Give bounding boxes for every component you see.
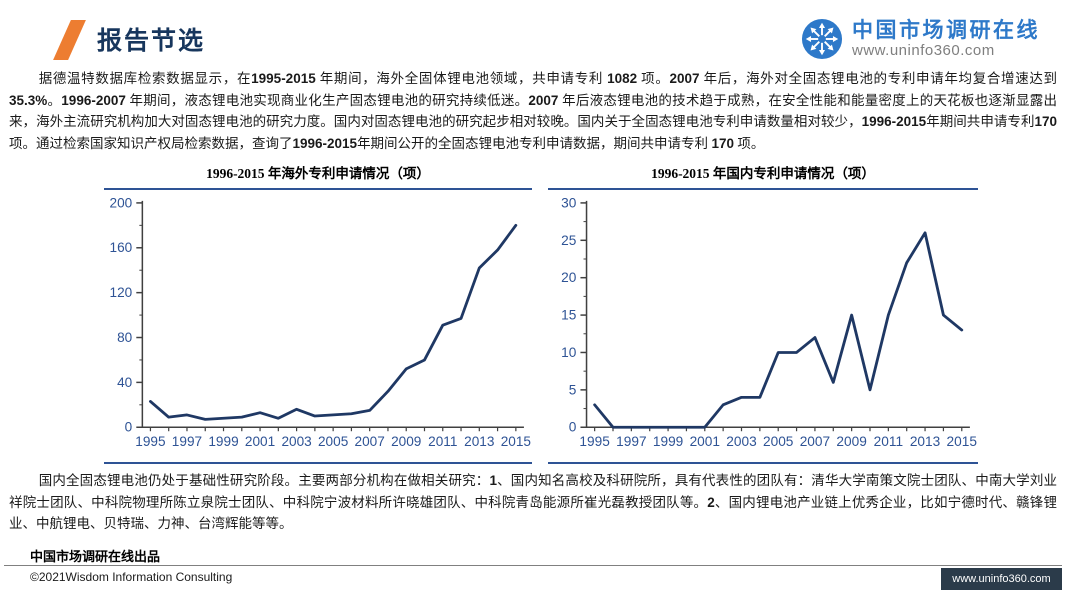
intro-paragraph: 据德温特数据库检索数据显示，在1995-2015 年期间，海外全固体锂电池领域，… <box>9 71 1058 151</box>
svg-text:120: 120 <box>110 285 133 300</box>
svg-text:2009: 2009 <box>391 434 421 449</box>
svg-text:1997: 1997 <box>172 434 202 449</box>
svg-text:160: 160 <box>110 240 133 255</box>
svg-text:2007: 2007 <box>800 434 830 449</box>
chart-overseas-frame: 0 40 80 120 160 200 1995 1997 1999 2001 2003 2005 20… <box>104 188 532 464</box>
svg-text:2005: 2005 <box>318 434 348 449</box>
summary-paragraph: 国内全固态锂电池仍处于基础性研究阶段。主要两部分机构在做相关研究：1、国内知名高… <box>9 473 1058 531</box>
chart-domestic: 1996-2015 年国内专利申请情况（项） 0 5 10 15 20 25 30 1995 1… <box>548 162 978 464</box>
svg-text:2003: 2003 <box>726 434 756 449</box>
svg-text:80: 80 <box>117 330 132 345</box>
footer-divider <box>4 565 1062 566</box>
svg-text:2001: 2001 <box>245 434 275 449</box>
svg-text:25: 25 <box>561 233 576 248</box>
footer-produced-by: 中国市场调研在线出品 <box>30 549 161 564</box>
svg-text:5: 5 <box>569 382 577 397</box>
chart-overseas-canvas: 0 40 80 120 160 200 1995 1997 1999 2001 2003 2005 20… <box>110 195 531 449</box>
svg-text:0: 0 <box>125 420 133 435</box>
page-title: 报告节选 <box>97 27 206 55</box>
svg-text:2011: 2011 <box>428 434 457 449</box>
charts-row: 1996-2015 年海外专利申请情况（项） 0 40 80 120 160 200 199… <box>0 162 1066 464</box>
chart-overseas: 1996-2015 年海外专利申请情况（项） 0 40 80 120 160 200 199… <box>104 162 532 464</box>
header: 报告节选 中国市场调研在线 www.uninfo360.com <box>0 0 1066 62</box>
brand-name: 中国市场调研在线 <box>852 18 1040 42</box>
brand-text: 中国市场调研在线 www.uninfo360.com <box>852 18 1040 59</box>
svg-text:0: 0 <box>569 420 577 435</box>
chart-domestic-canvas: 0 5 10 15 20 25 30 1995 1997 1999 2001 2003 2005 2007… <box>561 196 977 450</box>
chart-domestic-frame: 0 5 10 15 20 25 30 1995 1997 1999 2001 2003 2005 2007… <box>548 188 978 464</box>
svg-text:2011: 2011 <box>874 434 903 449</box>
svg-text:10: 10 <box>561 345 576 360</box>
brand: 中国市场调研在线 www.uninfo360.com <box>801 18 1040 60</box>
svg-text:2013: 2013 <box>910 434 940 449</box>
svg-text:2015: 2015 <box>947 434 977 449</box>
svg-text:1995: 1995 <box>135 434 165 449</box>
footer-site-badge: www.uninfo360.com <box>941 568 1062 590</box>
title-block: 报告节选 <box>53 18 206 60</box>
title-slash-icon <box>53 20 86 60</box>
svg-text:2009: 2009 <box>836 434 866 449</box>
brand-url: www.uninfo360.com <box>852 41 995 59</box>
svg-text:1997: 1997 <box>616 434 646 449</box>
chart-overseas-title: 1996-2015 年海外专利申请情况（项） <box>206 166 430 181</box>
svg-text:30: 30 <box>561 196 576 211</box>
svg-text:1999: 1999 <box>208 434 238 449</box>
svg-text:2001: 2001 <box>690 434 720 449</box>
svg-text:20: 20 <box>561 270 576 285</box>
svg-text:2007: 2007 <box>355 434 385 449</box>
svg-text:2005: 2005 <box>763 434 793 449</box>
svg-text:1995: 1995 <box>579 434 609 449</box>
svg-text:40: 40 <box>117 375 132 390</box>
svg-text:2015: 2015 <box>501 434 531 449</box>
svg-text:1999: 1999 <box>653 434 683 449</box>
chart-domestic-title: 1996-2015 年国内专利申请情况（项） <box>651 166 875 181</box>
svg-text:2003: 2003 <box>281 434 311 449</box>
brand-logo-icon <box>801 18 843 60</box>
svg-text:2013: 2013 <box>464 434 494 449</box>
footer-copyright: ©2021Wisdom Information Consulting <box>30 570 233 584</box>
svg-text:200: 200 <box>110 195 133 210</box>
svg-text:15: 15 <box>561 308 576 323</box>
